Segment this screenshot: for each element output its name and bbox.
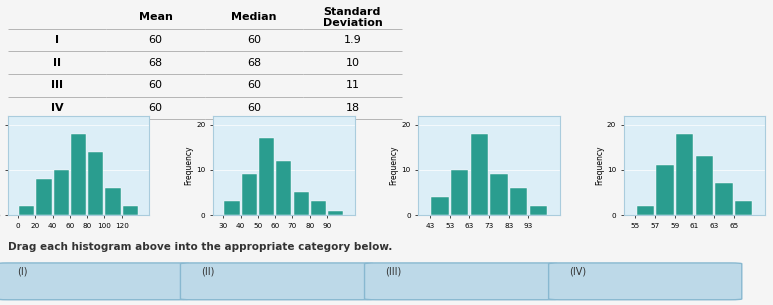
Text: (III): (III) <box>385 266 401 276</box>
Text: (II): (II) <box>201 266 214 276</box>
Bar <box>696 156 713 215</box>
FancyBboxPatch shape <box>365 263 557 300</box>
Bar <box>715 184 733 215</box>
Bar <box>637 206 654 215</box>
Bar <box>259 138 274 215</box>
Text: Drag each histogram above into the appropriate category below.: Drag each histogram above into the appro… <box>8 242 392 252</box>
Bar <box>530 206 547 215</box>
Bar <box>19 206 34 215</box>
Bar <box>451 170 468 215</box>
Bar <box>53 170 69 215</box>
Bar <box>676 134 693 215</box>
Bar <box>71 134 86 215</box>
Y-axis label: Frequency: Frequency <box>185 146 193 185</box>
Bar <box>471 134 488 215</box>
Bar <box>88 152 104 215</box>
Bar <box>311 202 326 215</box>
Bar <box>294 192 308 215</box>
FancyBboxPatch shape <box>549 263 742 300</box>
Text: (I): (I) <box>17 266 27 276</box>
Bar <box>276 161 291 215</box>
Text: (IV): (IV) <box>569 266 586 276</box>
Bar <box>224 202 240 215</box>
Bar <box>36 179 52 215</box>
Bar <box>123 206 138 215</box>
Bar <box>735 202 752 215</box>
Bar <box>328 210 343 215</box>
Bar <box>656 165 673 215</box>
Bar <box>242 174 257 215</box>
Bar <box>431 197 448 215</box>
Bar <box>490 174 508 215</box>
Y-axis label: Frequency: Frequency <box>595 146 604 185</box>
Y-axis label: Frequency: Frequency <box>390 146 399 185</box>
FancyBboxPatch shape <box>180 263 373 300</box>
FancyBboxPatch shape <box>0 263 189 300</box>
Bar <box>510 188 527 215</box>
Bar <box>105 188 121 215</box>
